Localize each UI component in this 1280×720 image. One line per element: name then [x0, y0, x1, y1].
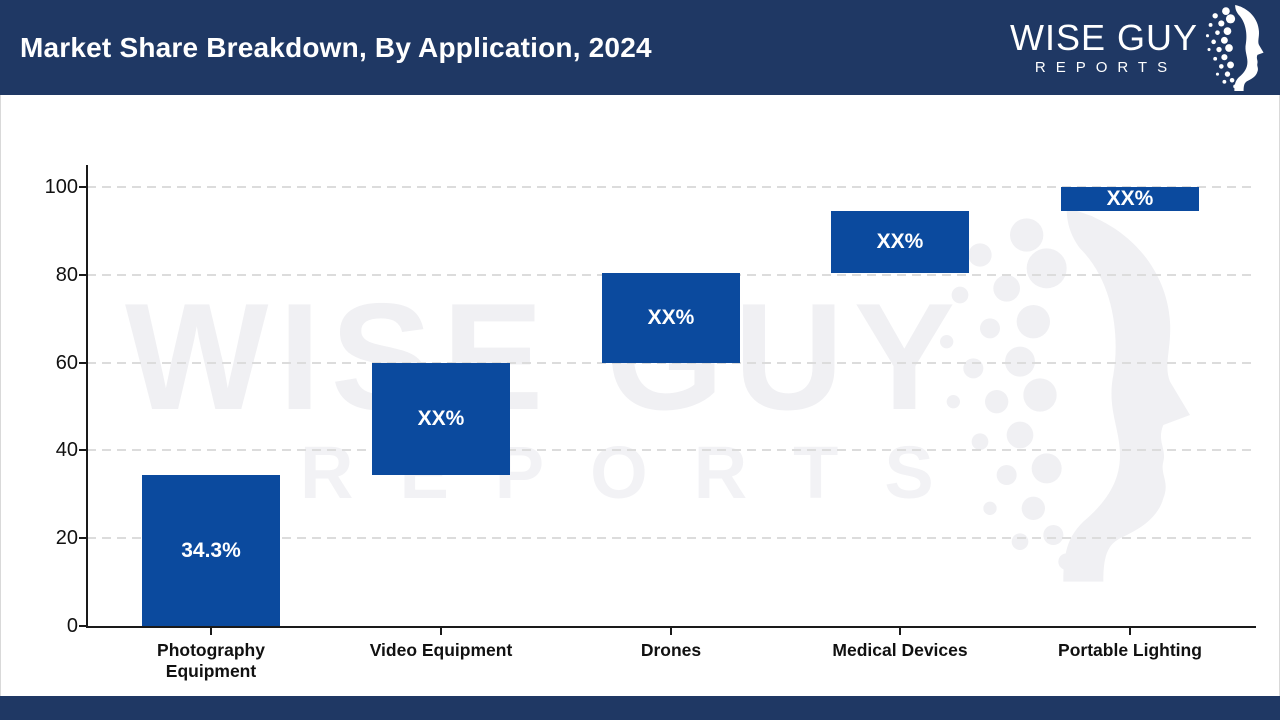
x-tick-mark-4	[1129, 628, 1131, 635]
bar-drones: XX%	[602, 272, 740, 363]
y-axis-line	[86, 165, 88, 628]
brand-name: WISE GUY	[1009, 16, 1198, 58]
x-category-label-1: Video Equipment	[369, 640, 513, 660]
y-tick-label-0: 0	[66, 615, 78, 637]
watermark-brand-name: WISE GUY	[125, 272, 966, 442]
page-title: Market Share Breakdown, By Application, …	[20, 31, 652, 63]
bar-video-equipment: XX%	[372, 362, 510, 476]
brand-text: WISE GUY REPORTS	[1009, 16, 1198, 76]
y-tick-mark-60	[79, 361, 87, 364]
bar-medical-devices: XX%	[831, 211, 969, 273]
y-tick-mark-100	[79, 186, 87, 188]
bar-value-label: 34.3%	[181, 538, 241, 562]
footer-bar	[0, 696, 1280, 720]
y-tick-label-20: 20	[55, 527, 78, 550]
x-tick-mark-3	[899, 628, 901, 635]
y-tick-mark-20	[79, 537, 87, 540]
x-tick-mark-1	[440, 628, 442, 635]
x-category-label-3: Medical Devices	[832, 640, 968, 660]
y-tick-mark-80	[79, 273, 87, 276]
bar-value-label: XX%	[1106, 187, 1154, 211]
y-tick-label-100: 100	[44, 176, 78, 198]
bar-value-label: XX%	[647, 305, 695, 329]
x-tick-mark-2	[670, 628, 672, 635]
header-bar: Market Share Breakdown, By Application, …	[0, 0, 1280, 95]
bar-photography-equipment: 34.3%	[142, 475, 280, 626]
x-category-label-4: Portable Lighting	[1058, 640, 1202, 660]
x-axis-line	[86, 626, 1256, 628]
x-category-label-0: Photography Equipment	[157, 640, 265, 681]
bar-value-label: XX%	[876, 229, 924, 253]
x-tick-mark-0	[210, 628, 212, 635]
y-tick-label-80: 80	[55, 263, 78, 286]
brand-head-icon	[1192, 5, 1266, 91]
gridline-20	[87, 537, 1256, 540]
bar-portable-lighting: XX%	[1061, 187, 1199, 212]
brand-logo: WISE GUY REPORTS	[1010, 5, 1266, 91]
y-tick-label-40: 40	[55, 439, 78, 462]
y-tick-label-60: 60	[55, 351, 78, 374]
gridline-60	[87, 361, 1256, 364]
y-tick-mark-0	[79, 625, 87, 627]
gridline-40	[87, 449, 1256, 452]
brand-subtitle: REPORTS	[1034, 58, 1178, 76]
y-tick-mark-40	[79, 449, 87, 452]
x-category-label-2: Drones	[640, 640, 702, 660]
gridline-100	[87, 186, 1256, 188]
bar-value-label: XX%	[417, 407, 465, 430]
